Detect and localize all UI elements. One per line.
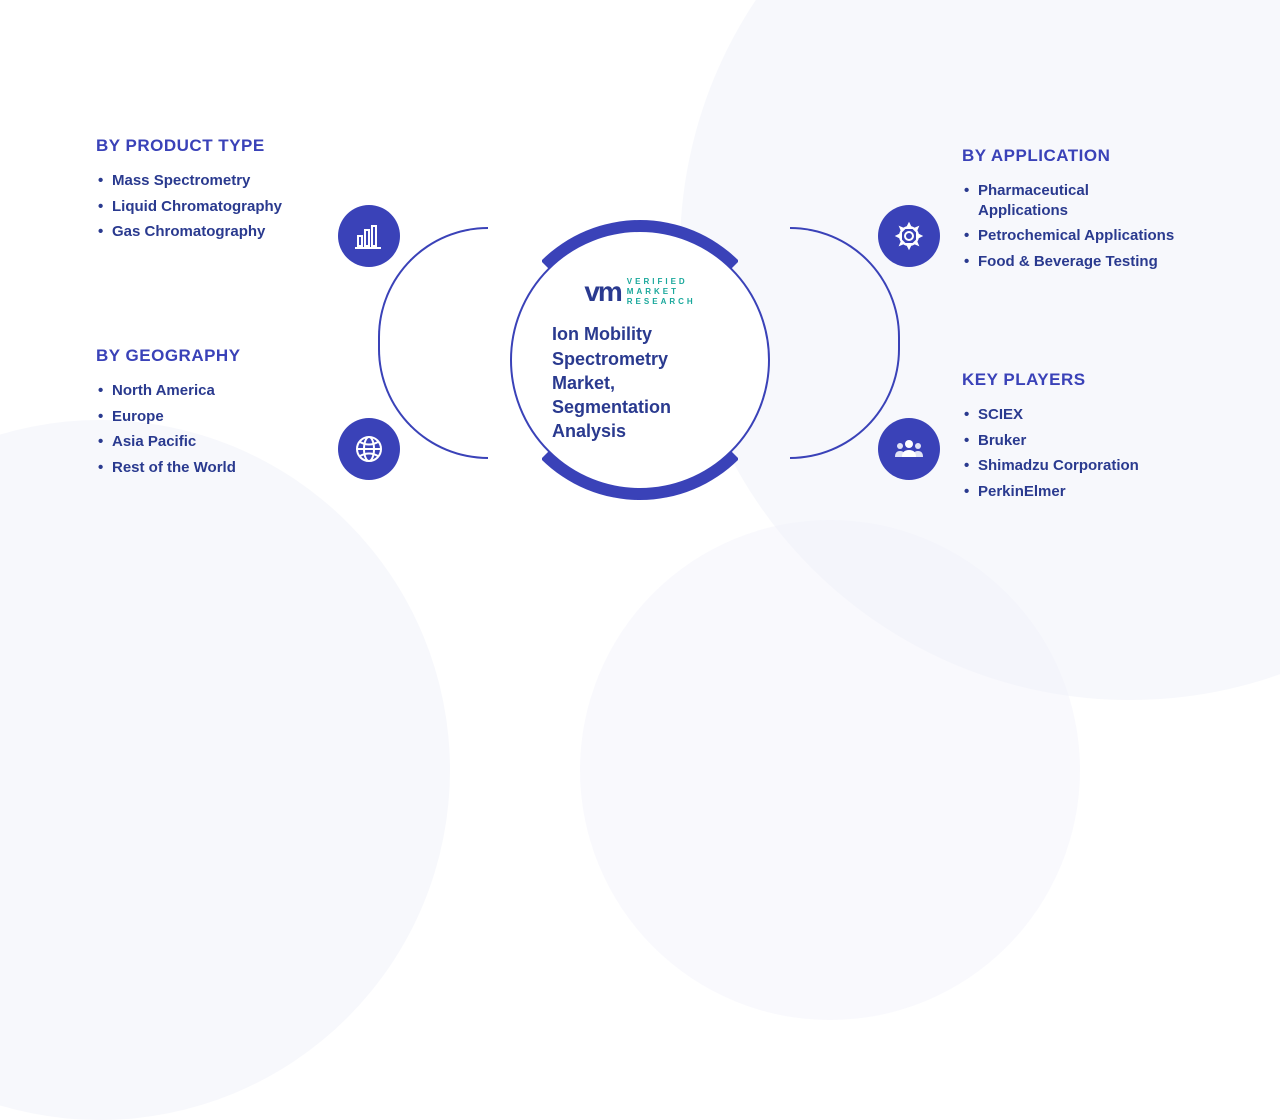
list-item: Shimadzu Corporation <box>962 453 1182 479</box>
segment-key-players: KEY PLAYERS SCIEX Bruker Shimadzu Corpor… <box>962 370 1182 504</box>
segment-list: Pharmaceutical Applications Petrochemica… <box>962 178 1182 274</box>
list-item: North America <box>96 378 316 404</box>
list-item: Asia Pacific <box>96 429 316 455</box>
logo-line-3: RESEARCH <box>627 297 696 307</box>
brand-logo: vm VERIFIED MARKET RESEARCH <box>584 276 695 308</box>
segment-list: North America Europe Asia Pacific Rest o… <box>96 378 316 480</box>
list-item: SCIEX <box>962 402 1182 428</box>
list-item: Europe <box>96 404 316 430</box>
segment-geography: BY GEOGRAPHY North America Europe Asia P… <box>96 346 316 480</box>
connector-left <box>378 227 488 459</box>
list-item: PerkinElmer <box>962 479 1182 505</box>
list-item: Bruker <box>962 428 1182 454</box>
logo-mark: vm <box>584 276 620 308</box>
center-circle: vm VERIFIED MARKET RESEARCH Ion Mobility… <box>510 230 770 490</box>
gear-icon <box>878 205 940 267</box>
segment-application: BY APPLICATION Pharmaceutical Applicatio… <box>962 146 1182 274</box>
segment-list: SCIEX Bruker Shimadzu Corporation Perkin… <box>962 402 1182 504</box>
center-title: Ion Mobility Spectrometry Market, Segmen… <box>552 322 728 443</box>
list-item: Rest of the World <box>96 455 316 481</box>
bar-chart-icon <box>338 205 400 267</box>
segment-title: KEY PLAYERS <box>962 370 1182 390</box>
infographic-container: vm VERIFIED MARKET RESEARCH Ion Mobility… <box>0 0 1280 720</box>
segment-product-type: BY PRODUCT TYPE Mass Spectrometry Liquid… <box>96 136 316 245</box>
people-icon <box>878 418 940 480</box>
list-item: Petrochemical Applications <box>962 223 1182 249</box>
list-item: Food & Beverage Testing <box>962 249 1182 275</box>
segment-title: BY PRODUCT TYPE <box>96 136 316 156</box>
globe-icon <box>338 418 400 480</box>
connector-right <box>790 227 900 459</box>
segment-title: BY APPLICATION <box>962 146 1182 166</box>
segment-list: Mass Spectrometry Liquid Chromatography … <box>96 168 316 245</box>
logo-line-2: MARKET <box>627 287 696 297</box>
segment-title: BY GEOGRAPHY <box>96 346 316 366</box>
list-item: Mass Spectrometry <box>96 168 316 194</box>
logo-line-1: VERIFIED <box>627 277 696 287</box>
logo-text: VERIFIED MARKET RESEARCH <box>627 277 696 308</box>
list-item: Pharmaceutical Applications <box>962 178 1182 223</box>
list-item: Gas Chromatography <box>96 219 316 245</box>
list-item: Liquid Chromatography <box>96 194 316 220</box>
